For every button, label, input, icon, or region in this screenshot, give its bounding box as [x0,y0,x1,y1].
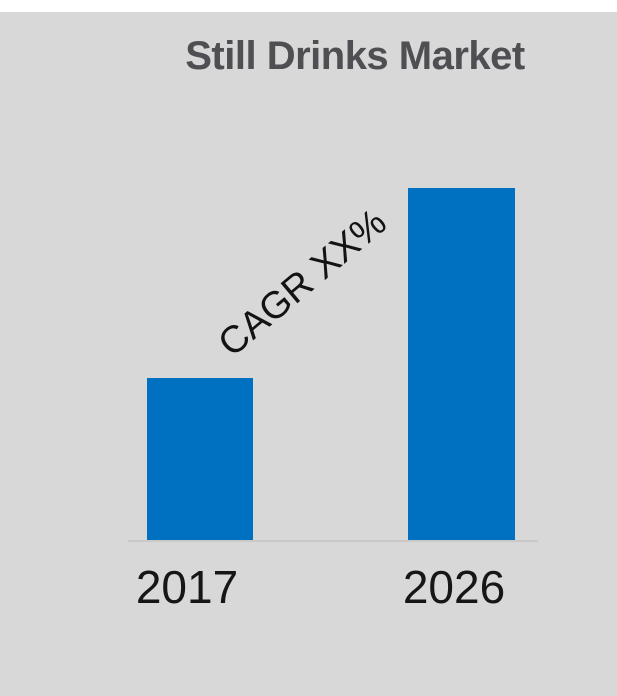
x-axis-line [128,540,538,542]
x-axis-label-2017: 2017 [135,561,239,613]
bar-2026 [408,188,515,540]
chart-title: Still Drinks Market [185,34,525,78]
bar-2017 [147,378,253,540]
x-axis-label-2026: 2026 [402,561,506,613]
chart-background: Still Drinks Market CAGR XX% 2017 2026 [0,12,617,696]
cagr-annotation: CAGR XX% [210,201,395,366]
